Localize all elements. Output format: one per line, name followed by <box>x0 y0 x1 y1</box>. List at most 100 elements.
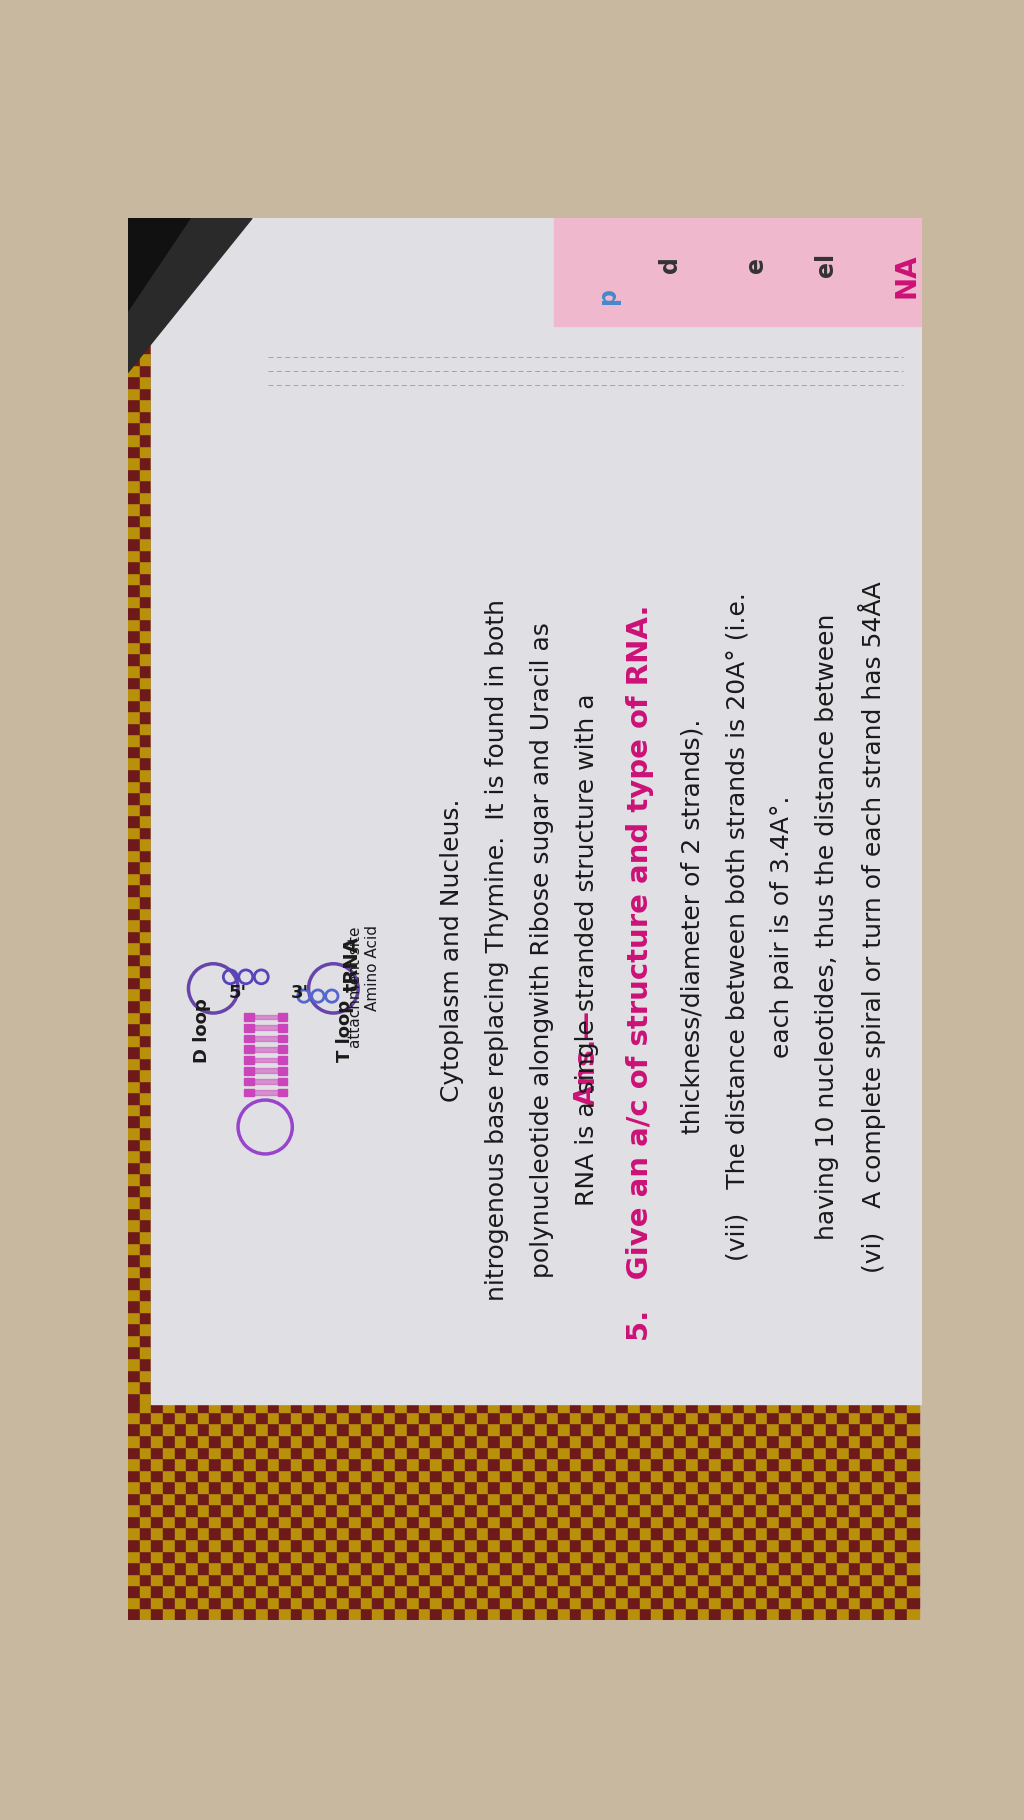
Bar <box>139 1034 152 1046</box>
Bar <box>569 1540 582 1551</box>
Bar <box>569 1423 582 1434</box>
Bar <box>419 1585 430 1596</box>
Bar <box>384 1540 395 1551</box>
Bar <box>488 1562 500 1574</box>
Bar <box>651 1423 663 1434</box>
Bar <box>500 1471 512 1481</box>
Bar <box>582 1609 593 1620</box>
Bar <box>163 1458 174 1471</box>
Bar <box>779 1481 791 1492</box>
Bar <box>500 1423 512 1434</box>
Bar <box>849 1609 860 1620</box>
Bar <box>139 1400 152 1412</box>
Bar <box>163 1551 174 1562</box>
Bar <box>860 1574 872 1585</box>
Bar <box>302 1609 314 1620</box>
Bar <box>221 1585 232 1596</box>
Bar <box>152 1527 163 1540</box>
Bar <box>186 1412 198 1423</box>
Bar <box>314 1516 326 1527</box>
Bar <box>198 1434 209 1447</box>
Bar <box>174 1471 186 1481</box>
Bar <box>697 1447 710 1458</box>
Bar <box>558 1389 569 1400</box>
Bar <box>139 515 152 526</box>
Bar <box>569 1574 582 1585</box>
Bar <box>732 1400 744 1412</box>
Bar <box>430 1540 442 1551</box>
Bar <box>569 1551 582 1562</box>
Bar <box>814 1447 825 1458</box>
Bar <box>209 1400 221 1412</box>
Bar <box>547 1471 558 1481</box>
Bar <box>442 1471 454 1481</box>
Bar <box>488 1458 500 1471</box>
Bar <box>256 1596 267 1609</box>
Bar <box>628 1585 640 1596</box>
Bar <box>616 1458 628 1471</box>
Bar <box>477 1400 488 1412</box>
Bar <box>767 1551 779 1562</box>
Bar <box>245 1014 254 1021</box>
Bar <box>128 377 139 388</box>
Bar <box>291 1400 302 1412</box>
Bar <box>337 1585 349 1596</box>
Bar <box>628 1527 640 1540</box>
Bar <box>256 1389 267 1400</box>
Bar <box>139 1105 152 1116</box>
Bar <box>128 1492 139 1505</box>
Bar <box>152 1412 163 1423</box>
Bar <box>128 619 139 630</box>
Bar <box>884 1492 895 1505</box>
Bar <box>604 1516 616 1527</box>
Bar <box>174 1527 186 1540</box>
Bar <box>152 1299 163 1312</box>
Bar <box>697 1527 710 1540</box>
Bar <box>152 1471 163 1481</box>
Bar <box>372 1585 384 1596</box>
Bar <box>523 1596 535 1609</box>
Bar <box>349 1412 360 1423</box>
Bar <box>500 1609 512 1620</box>
Bar <box>395 1609 407 1620</box>
Bar <box>675 1516 686 1527</box>
Bar <box>139 1219 152 1230</box>
Bar <box>419 1492 430 1505</box>
Bar <box>523 1516 535 1527</box>
Bar <box>128 491 139 504</box>
Bar <box>710 1447 721 1458</box>
Bar <box>500 1585 512 1596</box>
Text: nitrogenous base replacing Thymine.  It is found in both: nitrogenous base replacing Thymine. It i… <box>485 599 509 1301</box>
Bar <box>616 1516 628 1527</box>
Bar <box>838 1609 849 1620</box>
Bar <box>535 1585 547 1596</box>
Bar <box>221 1492 232 1505</box>
Bar <box>128 712 139 723</box>
Bar <box>419 1596 430 1609</box>
Bar <box>872 1551 884 1562</box>
Bar <box>825 1551 838 1562</box>
Bar <box>454 1596 465 1609</box>
Bar <box>256 1585 267 1596</box>
Bar <box>465 1492 477 1505</box>
Bar <box>302 1551 314 1562</box>
Bar <box>152 1116 163 1127</box>
Bar <box>663 1423 675 1434</box>
Bar <box>604 1609 616 1620</box>
Bar <box>756 1400 767 1412</box>
Text: thickness/diameter of 2 strands).: thickness/diameter of 2 strands). <box>680 719 705 1134</box>
Bar <box>697 1412 710 1423</box>
Bar <box>152 1243 163 1254</box>
Bar <box>372 1609 384 1620</box>
Bar <box>825 1574 838 1585</box>
Text: having 10 nucleotides, thus the distance between: having 10 nucleotides, thus the distance… <box>815 613 839 1239</box>
Bar <box>128 930 139 943</box>
Bar <box>152 965 163 977</box>
Bar <box>628 1447 640 1458</box>
Bar <box>582 1516 593 1527</box>
Bar <box>232 1585 245 1596</box>
Bar <box>152 411 163 422</box>
Bar <box>825 1400 838 1412</box>
Bar <box>291 1471 302 1481</box>
Bar <box>209 1540 221 1551</box>
